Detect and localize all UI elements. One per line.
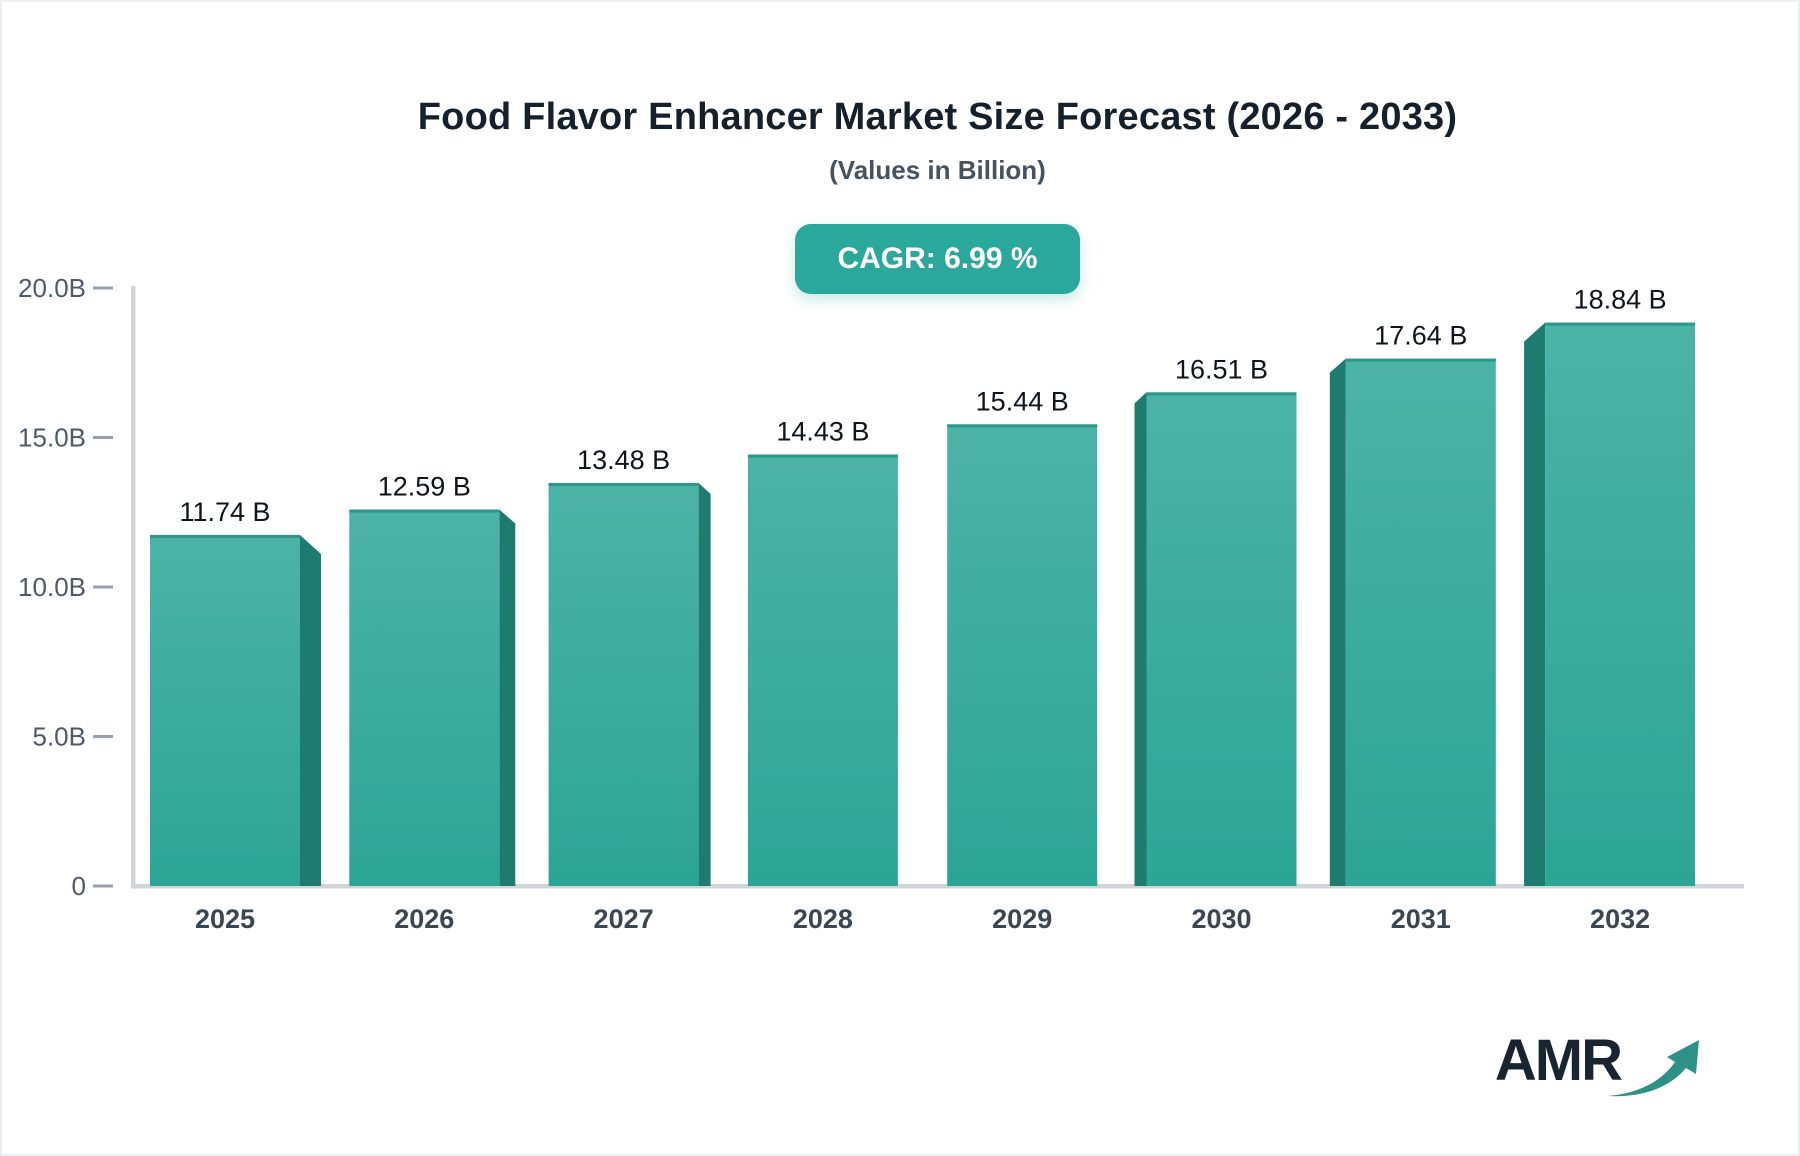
bar-2028 bbox=[747, 454, 898, 886]
y-axis-tick-label: 10.0B bbox=[18, 572, 86, 602]
x-axis-label-2026: 2026 bbox=[394, 904, 454, 934]
x-axis-line bbox=[131, 884, 1744, 889]
bar-side-2025 bbox=[300, 534, 321, 886]
bar-value-label-2032: 18.84 B bbox=[1574, 285, 1667, 315]
growth-arrow-icon bbox=[1607, 1040, 1699, 1097]
chart-subtitle: (Values in Billion) bbox=[829, 155, 1046, 185]
bar-side-2027 bbox=[698, 482, 711, 886]
y-axis-tick-label: 0 bbox=[72, 871, 86, 901]
bar-2027 bbox=[548, 482, 699, 886]
y-axis-line bbox=[131, 286, 136, 888]
amr-logo-text: AMR bbox=[1494, 1028, 1623, 1093]
chart-header: Food Flavor Enhancer Market Size Forecas… bbox=[130, 0, 1745, 294]
x-axis-label-2025: 2025 bbox=[195, 904, 255, 934]
x-axis-label-2027: 2027 bbox=[594, 904, 654, 934]
bar-side-2026 bbox=[499, 509, 516, 886]
y-axis-tick-label: 15.0B bbox=[18, 423, 86, 453]
x-axis-label-2028: 2028 bbox=[793, 904, 853, 934]
bar-2029 bbox=[947, 424, 1098, 886]
bar-value-label-2025: 11.74 B bbox=[179, 497, 270, 527]
x-axis-label-2029: 2029 bbox=[992, 904, 1052, 934]
bar-2032 bbox=[1545, 322, 1696, 887]
y-axis-tick-label: 20.0B bbox=[18, 273, 86, 303]
bar-2031 bbox=[1345, 358, 1496, 887]
bar-value-label-2031: 17.64 B bbox=[1374, 321, 1467, 351]
bar-2025 bbox=[150, 534, 300, 886]
amr-logo: AMR bbox=[1495, 1032, 1712, 1100]
y-axis-tick-label: 5.0B bbox=[33, 722, 87, 752]
bar-2026 bbox=[349, 509, 500, 886]
x-axis-label-2031: 2031 bbox=[1391, 904, 1451, 934]
bar-2030 bbox=[1146, 392, 1297, 886]
x-axis-label-2032: 2032 bbox=[1590, 904, 1650, 934]
bar-value-label-2029: 15.44 B bbox=[976, 386, 1069, 416]
bar-side-2031 bbox=[1329, 358, 1346, 887]
bar-side-2030 bbox=[1134, 392, 1147, 886]
bar-value-label-2027: 13.48 B bbox=[577, 445, 670, 475]
bar-value-label-2026: 12.59 B bbox=[378, 472, 471, 502]
cagr-badge: CAGR: 6.99 % bbox=[795, 224, 1080, 294]
bar-value-label-2028: 14.43 B bbox=[776, 417, 869, 447]
chart-title: Food Flavor Enhancer Market Size Forecas… bbox=[417, 96, 1458, 138]
x-axis-label-2030: 2030 bbox=[1191, 904, 1251, 934]
bar-side-2032 bbox=[1524, 322, 1546, 887]
bar-value-label-2030: 16.51 B bbox=[1175, 354, 1268, 384]
